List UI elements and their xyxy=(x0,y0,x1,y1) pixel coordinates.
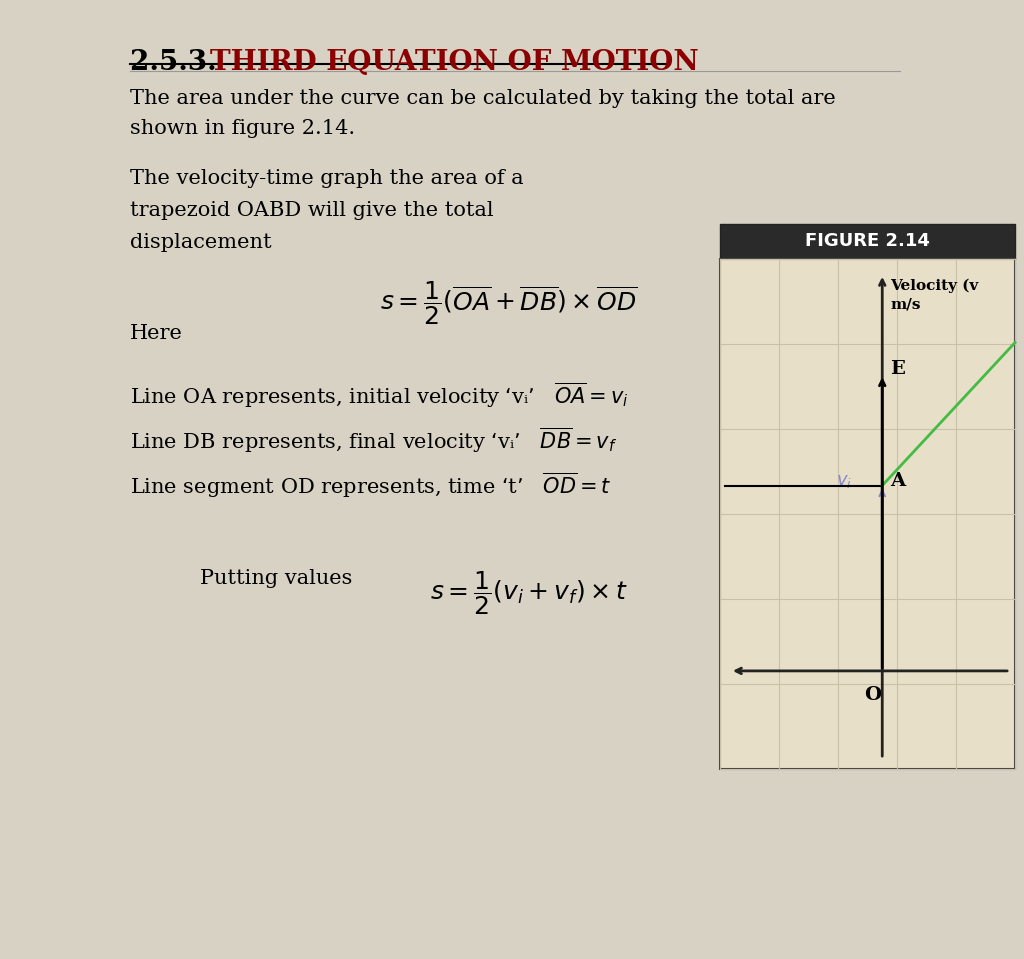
Text: Putting values: Putting values xyxy=(200,569,352,588)
Text: Line OA represents, initial velocity ‘vᵢ’   $\overline{OA} = v_i$: Line OA represents, initial velocity ‘vᵢ… xyxy=(130,381,629,410)
Text: Line segment OD represents, time ‘t’   $\overline{OD} = t$: Line segment OD represents, time ‘t’ $\o… xyxy=(130,471,611,501)
Text: The velocity-time graph the area of a: The velocity-time graph the area of a xyxy=(130,169,523,188)
FancyBboxPatch shape xyxy=(720,259,1015,769)
Text: E: E xyxy=(890,361,905,379)
Text: displacement: displacement xyxy=(130,233,271,252)
Text: shown in figure 2.14.: shown in figure 2.14. xyxy=(130,119,355,138)
Text: trapezoid OABD will give the total: trapezoid OABD will give the total xyxy=(130,201,494,220)
Text: THIRD EQUATION OF MOTION: THIRD EQUATION OF MOTION xyxy=(210,49,698,76)
Text: FIGURE 2.14: FIGURE 2.14 xyxy=(805,232,930,250)
Text: $v_i$: $v_i$ xyxy=(837,472,852,489)
Text: O: O xyxy=(864,686,882,704)
Text: The area under the curve can be calculated by taking the total are: The area under the curve can be calculat… xyxy=(130,89,836,108)
Text: 2.5.3.: 2.5.3. xyxy=(130,49,226,76)
Text: Velocity (v: Velocity (v xyxy=(890,279,979,293)
FancyBboxPatch shape xyxy=(720,224,1015,259)
Text: $s = \dfrac{1}{2}(v_i + v_f)\times t$: $s = \dfrac{1}{2}(v_i + v_f)\times t$ xyxy=(430,569,628,617)
Text: Line DB represents, final velocity ‘vᵢ’   $\overline{DB} = v_f$: Line DB represents, final velocity ‘vᵢ’ … xyxy=(130,426,617,456)
Text: $s = \dfrac{1}{2}(\overline{OA} + \overline{DB})\times\overline{OD}$: $s = \dfrac{1}{2}(\overline{OA} + \overl… xyxy=(380,279,638,327)
Text: A: A xyxy=(890,472,905,489)
Text: Here: Here xyxy=(130,324,183,343)
Text: m/s: m/s xyxy=(890,297,921,311)
